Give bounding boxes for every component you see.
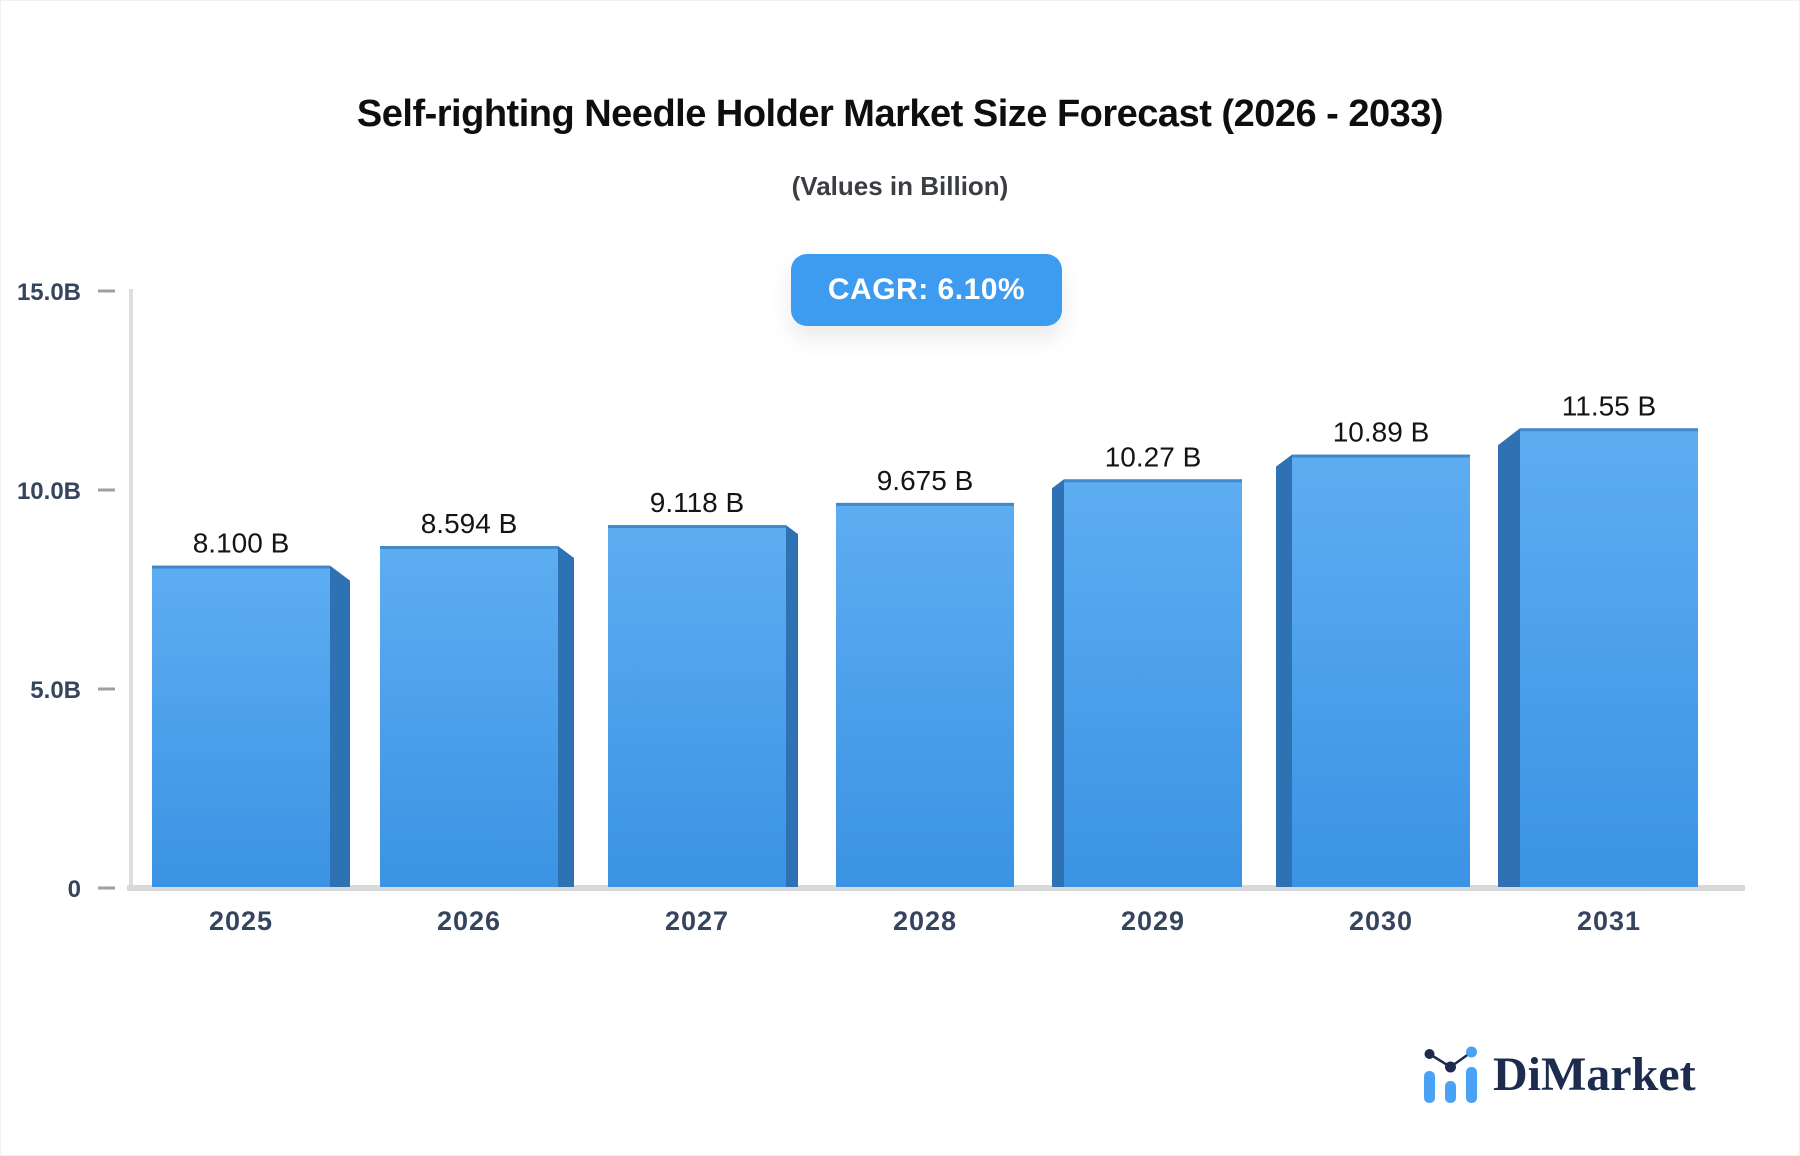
y-axis-label: 15.0B (17, 279, 81, 306)
bar-value-label: 9.118 B (650, 487, 744, 518)
bar-top-edge (836, 502, 1014, 506)
bar-side-face (330, 565, 350, 887)
bar (1520, 428, 1698, 887)
x-axis-label: 2026 (437, 906, 501, 936)
x-axis-label: 2028 (893, 906, 957, 936)
bar-value-label: 10.89 B (1333, 417, 1430, 448)
brand-name: DiMarket (1493, 1048, 1696, 1101)
chart-subtitle: (Values in Billion) (791, 171, 1009, 201)
y-tick-mark (98, 289, 115, 293)
bar-top-edge (1520, 428, 1698, 432)
bar-top-edge (380, 546, 558, 549)
chart-title: Self-righting Needle Holder Market Size … (356, 93, 1444, 135)
bar-top-edge (1064, 479, 1242, 483)
cagr-badge: CAGR: 6.10% (791, 254, 1062, 326)
bar (608, 525, 786, 887)
y-axis-line (129, 289, 133, 890)
bar (152, 565, 330, 887)
bar-line-chart-icon (1424, 1046, 1477, 1103)
x-axis-label: 2029 (1121, 906, 1185, 936)
bar-value-label: 11.55 B (1562, 390, 1656, 421)
y-tick-mark (98, 687, 115, 691)
bar-top-edge (1292, 454, 1470, 458)
y-tick-mark (98, 886, 115, 890)
bar (1064, 479, 1242, 887)
brand-logo: DiMarket (1423, 1043, 1696, 1107)
bar-value-label: 9.675 B (877, 465, 974, 496)
bar-value-label: 8.100 B (193, 528, 290, 559)
x-axis-label: 2030 (1349, 906, 1413, 936)
y-tick-mark (98, 488, 115, 492)
bar-top-edge (152, 565, 330, 569)
bar-value-label: 10.27 B (1105, 441, 1202, 472)
x-axis-baseline (127, 885, 1745, 891)
x-axis-label: 2027 (665, 906, 729, 936)
bar-side-face (558, 546, 574, 887)
bar (1292, 454, 1470, 887)
bar-side-face (786, 525, 798, 887)
y-axis-label: 10.0B (17, 478, 81, 505)
y-axis-label: 0 (68, 876, 81, 903)
cagr-badge-label: CAGR: 6.10% (827, 273, 1026, 306)
bar-side-face (1498, 428, 1520, 887)
bar (380, 546, 558, 887)
bar-value-label: 8.594 B (421, 508, 518, 539)
x-axis-label: 2031 (1577, 906, 1641, 936)
y-axis-label: 5.0B (30, 677, 81, 704)
x-axis-label: 2025 (209, 906, 273, 936)
bar (836, 502, 1014, 887)
bar-side-face (1276, 454, 1292, 887)
bar-top-edge (608, 525, 786, 529)
bar-side-face (1052, 479, 1064, 887)
